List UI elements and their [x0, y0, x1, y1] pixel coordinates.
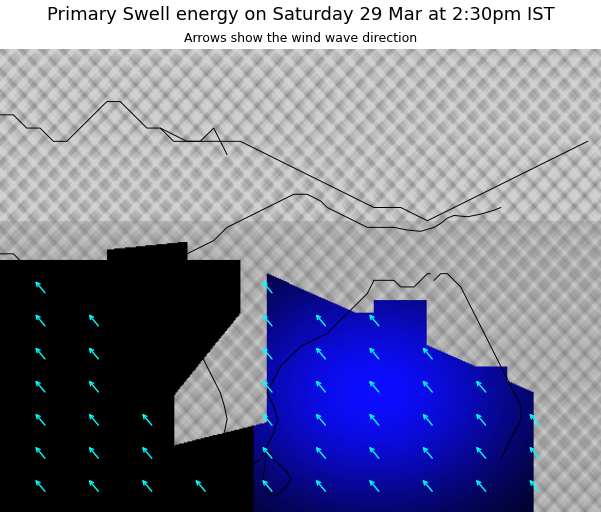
Text: Arrows show the wind wave direction: Arrows show the wind wave direction	[184, 32, 417, 46]
Text: Primary Swell energy on Saturday 29 Mar at 2:30pm IST: Primary Swell energy on Saturday 29 Mar …	[47, 6, 554, 24]
